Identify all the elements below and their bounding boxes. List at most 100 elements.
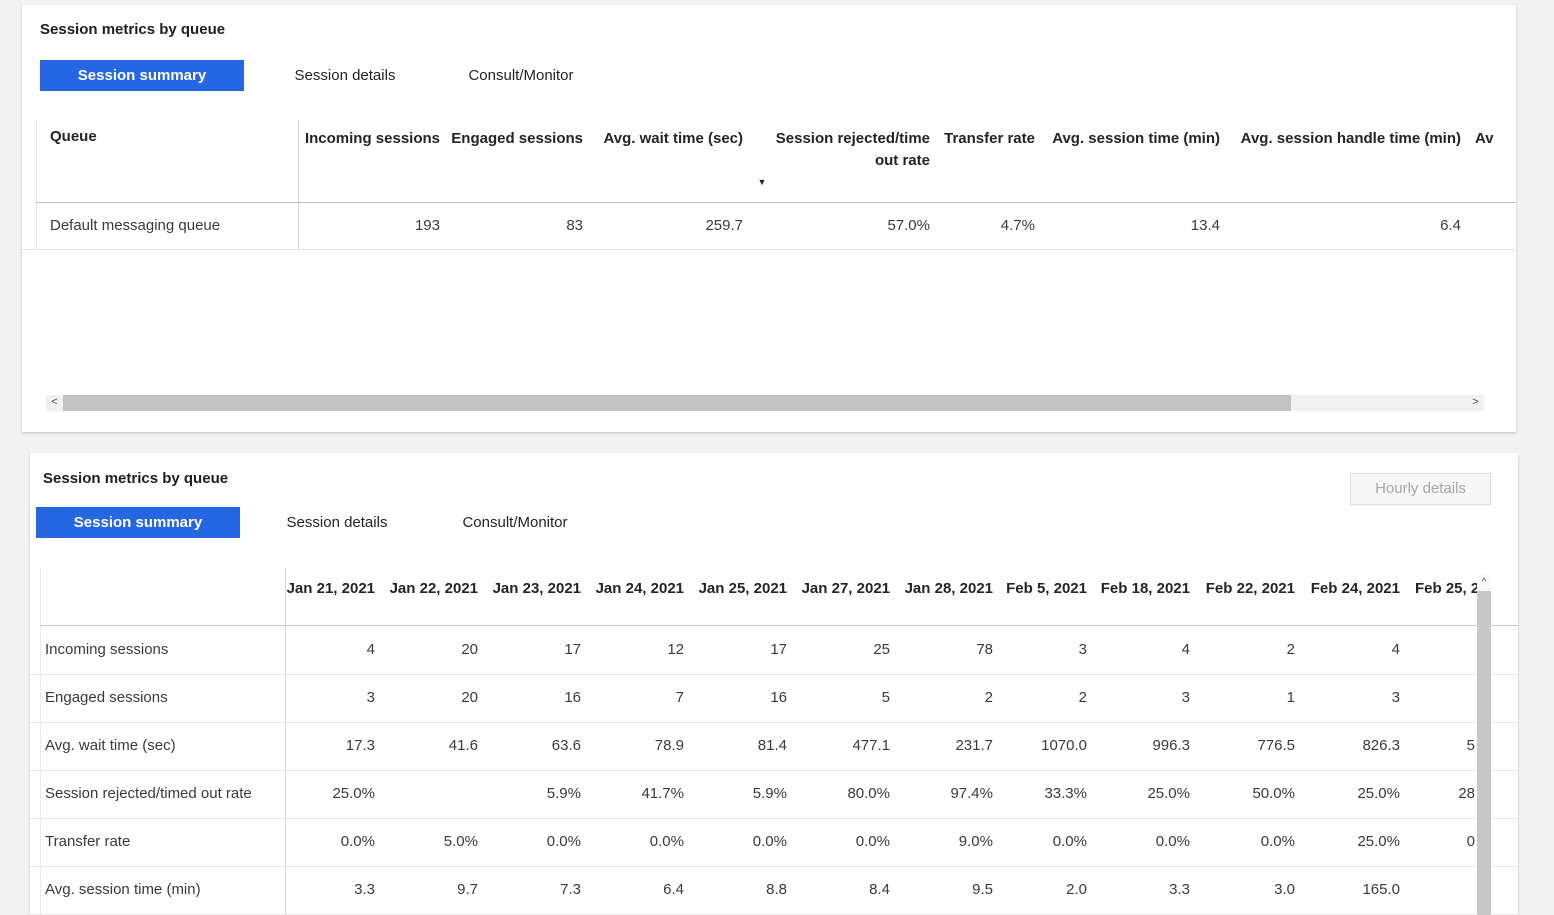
sort-descending-icon: ▼	[757, 177, 767, 187]
header-divider	[40, 625, 1518, 626]
tab-session-details[interactable]: Session details	[294, 67, 396, 84]
date-column-header[interactable]: Feb 5, 2021	[1006, 580, 1087, 597]
cell-value: 231.7	[955, 737, 993, 754]
table-row: Engaged sessions 3 20 16 7 16 5 2 2 3 1 3	[30, 674, 1518, 723]
scroll-up-arrow-icon[interactable]: ^	[1477, 575, 1491, 591]
cell-value: 20	[461, 689, 478, 706]
cell-value: 16	[770, 689, 787, 706]
tab-session-details[interactable]: Session details	[286, 514, 388, 531]
date-column-header[interactable]: Jan 22, 2021	[389, 580, 478, 597]
tab-consult-monitor[interactable]: Consult/Monitor	[462, 514, 568, 531]
cell-value: 5	[881, 689, 890, 706]
table-row: Session rejected/timed out rate 25.0% 5.9%…	[30, 770, 1518, 819]
date-column-header[interactable]: Jan 25, 2021	[698, 580, 787, 597]
vertical-scrollbar[interactable]: ^	[1477, 575, 1491, 915]
date-column-header[interactable]: Feb 22, 2021	[1205, 580, 1295, 597]
row-label: Incoming sessions	[45, 641, 169, 658]
cell-value: 2	[1078, 689, 1087, 706]
cell-value: 7	[675, 689, 684, 706]
row-label: Avg. wait time (sec)	[45, 737, 176, 754]
cell-value: 776.5	[1257, 737, 1295, 754]
cell-value: 25.0%	[1357, 833, 1400, 850]
date-column-header[interactable]: Jan 21, 2021	[286, 580, 375, 597]
cell-value: 0.0%	[1155, 833, 1190, 850]
cell-value: 996.3	[1152, 737, 1190, 754]
date-column-header[interactable]: Jan 27, 2021	[801, 580, 890, 597]
cell-value: 2	[1286, 641, 1295, 658]
cell-value: 25.0%	[332, 785, 375, 802]
column-header[interactable]: Avg. session time (min)	[1052, 130, 1220, 147]
table-left-border	[40, 568, 41, 915]
header-divider	[36, 202, 1516, 203]
date-column-header[interactable]: Jan 23, 2021	[492, 580, 581, 597]
cell-value	[1415, 674, 1475, 722]
date-column-header[interactable]: Feb 18, 2021	[1100, 580, 1190, 597]
tab-session-summary[interactable]: Session summary	[36, 507, 240, 538]
cell-value	[383, 770, 478, 818]
hourly-details-button[interactable]: Hourly details	[1350, 473, 1491, 505]
cell-value: 4	[366, 641, 375, 658]
column-header[interactable]: Session rejected/time out rate	[775, 130, 930, 169]
horizontal-scrollbar[interactable]: < >	[46, 395, 1484, 411]
column-header[interactable]: Transfer rate	[944, 130, 1035, 147]
scroll-left-arrow-icon[interactable]: <	[46, 395, 63, 411]
cell-value: 3.3	[1169, 881, 1190, 898]
column-header[interactable]: Engaged sessions	[451, 130, 583, 147]
tab-session-summary[interactable]: Session summary	[40, 60, 244, 91]
cell-value: 3.3	[354, 881, 375, 898]
cell-value: 5.0%	[443, 833, 478, 850]
cell-value: 0	[1466, 833, 1475, 850]
column-header[interactable]: Av	[1475, 130, 1494, 147]
cell-value: 3	[1181, 689, 1190, 706]
column-header[interactable]: Avg. session handle time (min)	[1240, 130, 1461, 147]
cell-value: 3.0	[1274, 881, 1295, 898]
session-metrics-by-queue-panel-top: Session metrics by queue Session summary…	[22, 5, 1516, 432]
date-column-header[interactable]: Feb 25, 2	[1415, 580, 1480, 597]
cell-value: 9.7	[457, 881, 478, 898]
table-row: Avg. session time (min) 3.3 9.7 7.3 6.4 8.8 8.…	[30, 866, 1518, 915]
row-label: Session rejected/timed out rate	[45, 785, 252, 802]
cell-value: 17.3	[345, 737, 375, 754]
cell-value: 1070.0	[1041, 737, 1087, 754]
cell-value	[1415, 626, 1475, 674]
column-header[interactable]: Avg. wait time (sec)	[603, 130, 743, 147]
cell-value: 0.0%	[546, 833, 581, 850]
cell-value: 0.0%	[1260, 833, 1295, 850]
scroll-right-arrow-icon[interactable]: >	[1467, 395, 1484, 411]
cell-value: 4.7%	[1000, 217, 1035, 234]
cell-value: 193	[414, 217, 440, 234]
cell-value: 63.6	[551, 737, 581, 754]
cell-value: 165.0	[1362, 881, 1400, 898]
panel-title: Session metrics by queue	[40, 21, 226, 38]
table-left-border	[36, 120, 37, 250]
date-column-header[interactable]: Feb 24, 2021	[1310, 580, 1400, 597]
column-header[interactable]: Incoming sessions	[304, 130, 440, 147]
cell-value: 5.9%	[546, 785, 581, 802]
column-header-queue[interactable]: Queue	[50, 128, 97, 145]
horizontal-scrollbar-thumb[interactable]	[63, 395, 1291, 411]
session-metrics-by-queue-panel-bottom: Session metrics by queue Hourly details …	[30, 453, 1518, 915]
queue-name-cell: Default messaging queue	[50, 217, 221, 234]
cell-value: 8.4	[869, 881, 890, 898]
date-column-header[interactable]: Jan 28, 2021	[904, 580, 993, 597]
cell-value: 3	[1078, 641, 1087, 658]
date-column-header[interactable]: Jan 24, 2021	[595, 580, 684, 597]
cell-value: 78	[976, 641, 993, 658]
table-row: Avg. wait time (sec) 17.3 41.6 63.6 78.9 81.4…	[30, 722, 1518, 771]
cell-value: 0.0%	[752, 833, 787, 850]
cell-value: 3	[366, 689, 375, 706]
cell-value: 2	[984, 689, 993, 706]
table-row: Incoming sessions 4 20 17 12 17 25 78 3 4 2 4	[30, 626, 1518, 675]
cell-value	[1415, 866, 1475, 914]
tab-consult-monitor[interactable]: Consult/Monitor	[468, 67, 574, 84]
cell-value: 33.3%	[1044, 785, 1087, 802]
cell-value: 8.8	[766, 881, 787, 898]
vertical-scrollbar-thumb[interactable]	[1477, 591, 1491, 915]
cell-value: 20	[461, 641, 478, 658]
cell-value: 78.9	[654, 737, 684, 754]
cell-value: 25	[873, 641, 890, 658]
row-label: Transfer rate	[45, 833, 131, 850]
row-label-column-separator	[285, 568, 286, 915]
cell-value: 81.4	[757, 737, 787, 754]
